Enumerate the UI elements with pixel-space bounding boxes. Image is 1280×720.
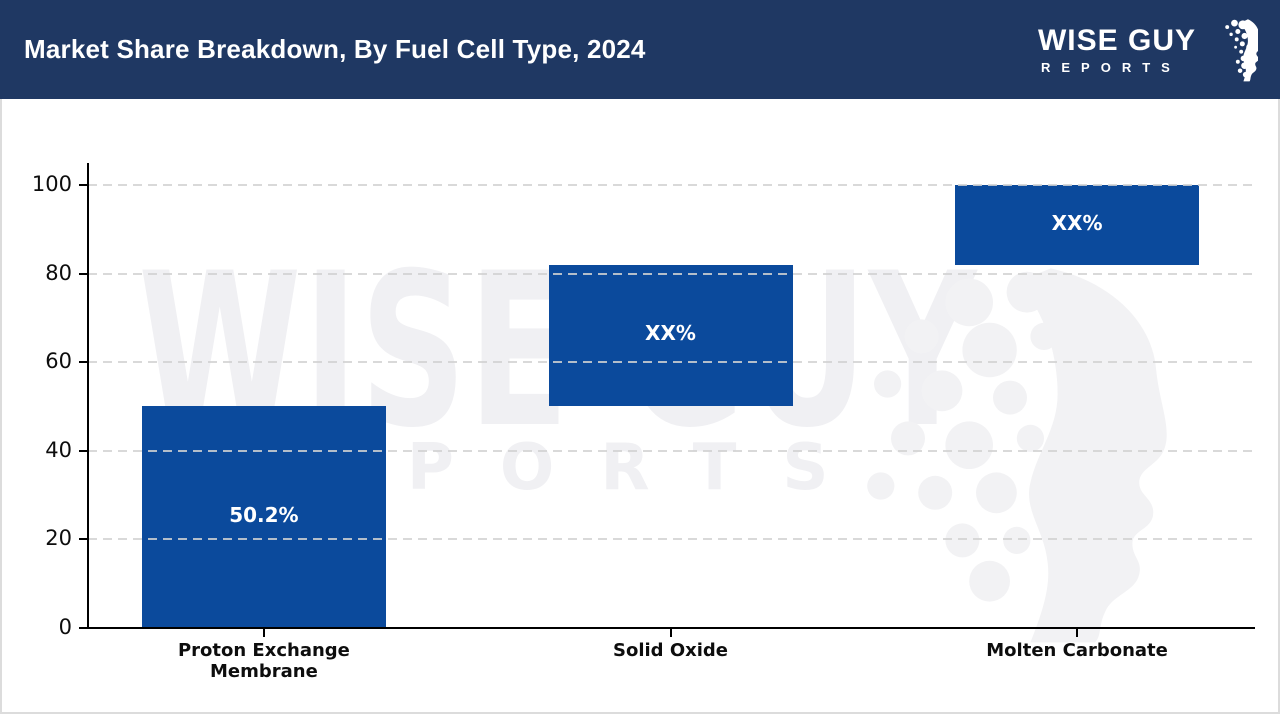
chart-border bbox=[0, 99, 1280, 714]
y-tick-mark bbox=[79, 627, 87, 629]
y-tick-label: 100 bbox=[31, 172, 72, 197]
logo-subtitle: REPORTS bbox=[1040, 59, 1181, 75]
y-tick-mark bbox=[79, 184, 87, 187]
y-tick-label: 0 bbox=[58, 615, 72, 639]
x-category-label: Proton Exchange Membrane bbox=[177, 640, 350, 682]
logo-text: WISE GUY REPORTS bbox=[1037, 23, 1196, 75]
gridline-20 bbox=[88, 538, 1253, 541]
x-tick-mark bbox=[262, 629, 265, 637]
y-axis-line bbox=[87, 163, 89, 629]
bar-segment bbox=[141, 405, 386, 628]
y-tick-label: 60 bbox=[45, 349, 72, 374]
x-category-label: Molten Carbonate bbox=[986, 640, 1168, 661]
chart-area: WISE GUY REPORTS 0 20 40 60 80 100 50.2% Proton… bbox=[0, 99, 1280, 720]
y-tick-label: 20 bbox=[45, 526, 72, 551]
x-tick-mark bbox=[669, 629, 672, 637]
y-tick-mark bbox=[79, 538, 87, 541]
x-category-label: Solid Oxide bbox=[613, 640, 728, 661]
bar-segment bbox=[548, 264, 793, 406]
y-tick-mark bbox=[79, 272, 87, 275]
gridline-60 bbox=[88, 361, 1253, 364]
bar-value-label: XX% bbox=[645, 321, 696, 346]
watermark-face-icon bbox=[867, 268, 1167, 643]
y-tick-label: 80 bbox=[45, 260, 72, 285]
bar-value-label: XX% bbox=[1051, 211, 1103, 235]
bar-segment bbox=[955, 185, 1200, 265]
gridline-80 bbox=[88, 272, 1253, 275]
x-axis-line bbox=[87, 627, 1255, 629]
y-tick-mark bbox=[79, 449, 87, 452]
y-tick-mark bbox=[79, 361, 87, 364]
wise-guy-logo: WISE GUY REPORTS bbox=[1038, 11, 1258, 89]
dotted-face-icon bbox=[1225, 18, 1258, 81]
header-bar: Market Share Breakdown, By Fuel Cell Typ… bbox=[0, 0, 1280, 99]
page-title: Market Share Breakdown, By Fuel Cell Typ… bbox=[24, 34, 646, 64]
gridline-100 bbox=[88, 184, 1253, 187]
gridline-40 bbox=[88, 449, 1253, 452]
y-tick-label: 40 bbox=[45, 437, 72, 462]
bar-value-label: 50.2% bbox=[229, 502, 299, 527]
x-tick-mark bbox=[1076, 629, 1079, 637]
logo-wordmark: WISE GUY bbox=[1037, 23, 1196, 57]
